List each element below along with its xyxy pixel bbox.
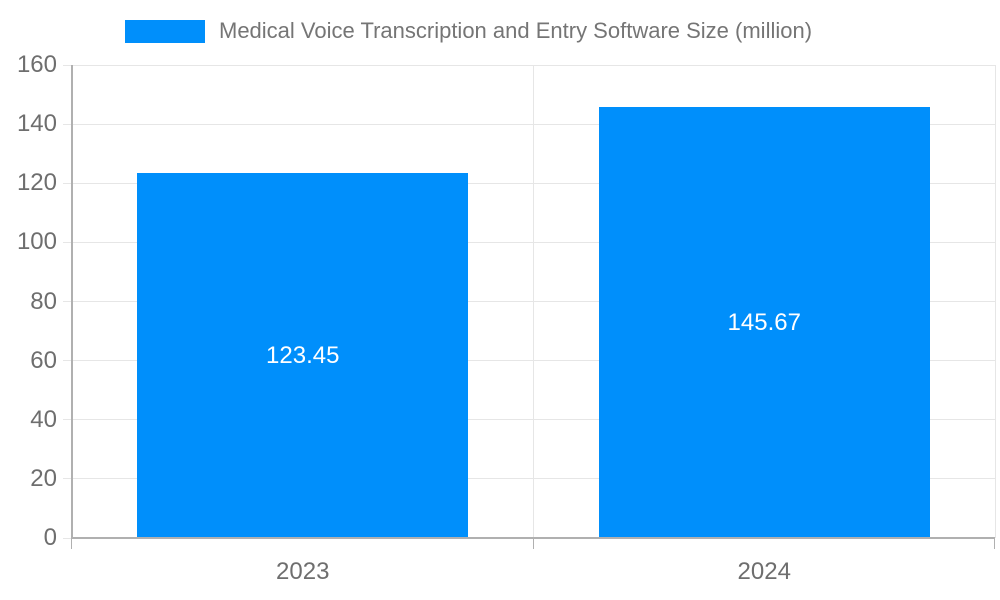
y-tick-label: 80: [30, 287, 57, 315]
bar[interactable]: [598, 107, 930, 538]
y-tick-label: 40: [30, 405, 57, 433]
y-axis-line: [71, 65, 73, 539]
x-tick-label: 2024: [737, 558, 791, 585]
x-axis-line: [72, 537, 995, 539]
x-axis-tick: [532, 538, 534, 549]
x-axis-tick: [71, 538, 72, 549]
value-label: 123.45: [266, 341, 340, 369]
y-tick-label: 140: [16, 110, 57, 138]
legend-label: Medical Voice Transcription and Entry So…: [219, 18, 813, 43]
x-tick-label: 2023: [276, 558, 330, 585]
legend[interactable]: Medical Voice Transcription and Entry So…: [125, 18, 812, 44]
y-axis-tick: [63, 182, 72, 184]
value-label: 145.67: [727, 308, 801, 336]
y-tick-label: 100: [16, 228, 57, 256]
bar[interactable]: [137, 173, 469, 538]
y-axis-tick: [63, 123, 72, 125]
y-tick-label: 160: [16, 51, 57, 78]
gridline-vertical: [533, 65, 534, 538]
y-tick-label: 60: [30, 346, 57, 374]
y-axis-tick: [63, 64, 72, 66]
y-axis-tick: [63, 360, 72, 362]
x-axis-tick: [994, 538, 995, 549]
gridline-vertical: [994, 65, 996, 538]
y-axis-tick: [63, 241, 72, 243]
y-tick-label: 120: [16, 169, 57, 197]
y-axis-tick: [63, 419, 72, 421]
y-axis-tick: [63, 301, 72, 302]
y-axis-tick: [63, 478, 72, 480]
y-tick-label: 0: [43, 524, 57, 551]
legend-swatch[interactable]: [125, 19, 205, 43]
y-tick-label: 20: [30, 464, 57, 492]
y-axis-tick: [63, 537, 72, 539]
